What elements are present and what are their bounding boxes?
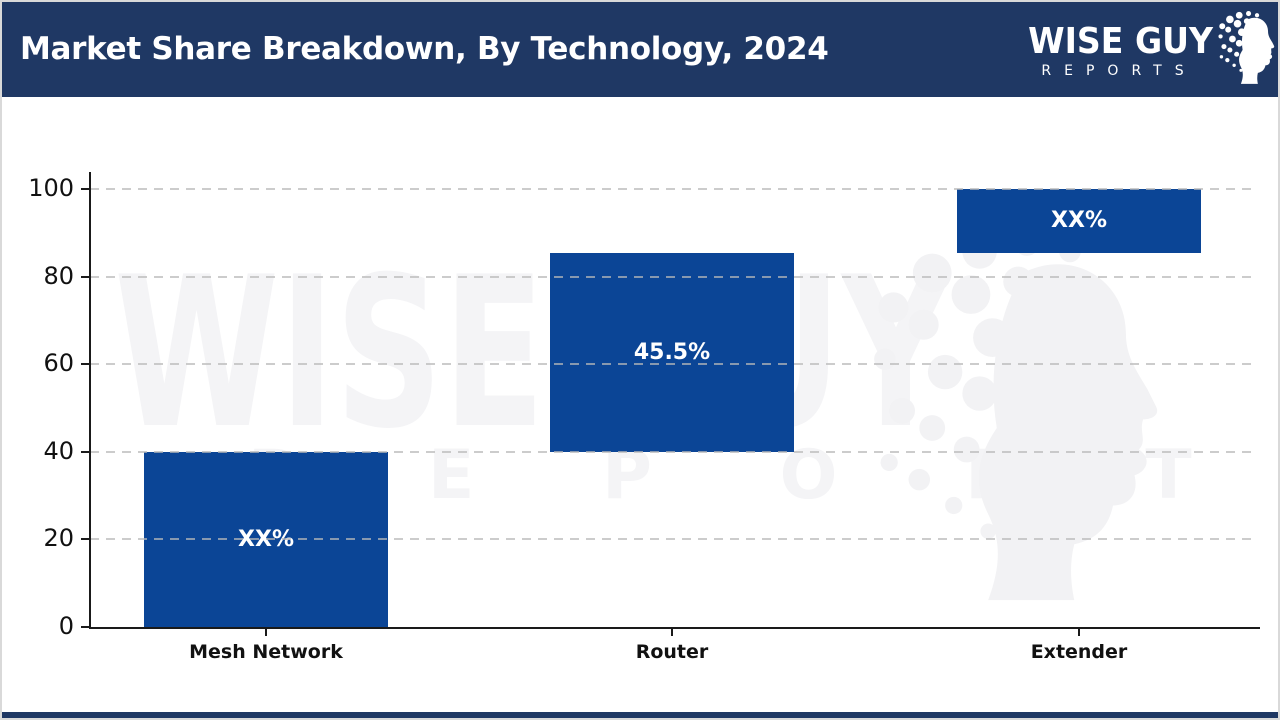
logo-reports-label: REPORTS bbox=[1041, 62, 1197, 79]
x-category-label: Mesh Network bbox=[189, 641, 343, 663]
bar-value-label: 45.5% bbox=[633, 339, 711, 365]
x-category-label: Router bbox=[635, 641, 709, 663]
x-tick-mark bbox=[1078, 629, 1080, 636]
wise-guy-reports-logo: WISE GUY REPORTS bbox=[1012, 10, 1275, 90]
bar-value-label: XX% bbox=[1051, 208, 1107, 234]
y-tick-mark bbox=[81, 275, 89, 278]
y-tick-label: 0 bbox=[58, 612, 74, 640]
y-tick-mark bbox=[81, 363, 89, 366]
y-tick-label: 20 bbox=[43, 524, 74, 553]
y-tick-mark bbox=[81, 188, 89, 190]
y-tick-mark bbox=[81, 538, 89, 541]
y-axis-spine bbox=[89, 172, 91, 629]
logo-head-icon bbox=[1218, 11, 1275, 84]
y-tick-mark bbox=[81, 626, 89, 628]
footer-bar bbox=[2, 712, 1278, 718]
y-tick-label: 100 bbox=[28, 174, 74, 202]
chart-bar: 45.5% bbox=[550, 252, 794, 452]
logo-wiseguy-label: WISE GUY bbox=[1028, 20, 1214, 62]
x-tick-mark bbox=[265, 629, 267, 636]
x-tick-mark bbox=[671, 629, 673, 636]
y-tick-label: 80 bbox=[43, 261, 74, 290]
y-tick-label: 60 bbox=[43, 349, 74, 378]
page-title: Market Share Breakdown, By Technology, 2… bbox=[20, 30, 829, 67]
x-category-label: Extender bbox=[1030, 641, 1128, 663]
header-bar: Market Share Breakdown, By Technology, 2… bbox=[2, 2, 1278, 97]
logo-text: WISE GUY REPORTS bbox=[1012, 20, 1214, 79]
y-tick-mark bbox=[81, 450, 89, 453]
y-tick-label: 40 bbox=[43, 436, 74, 465]
x-axis-spine bbox=[89, 627, 1260, 629]
